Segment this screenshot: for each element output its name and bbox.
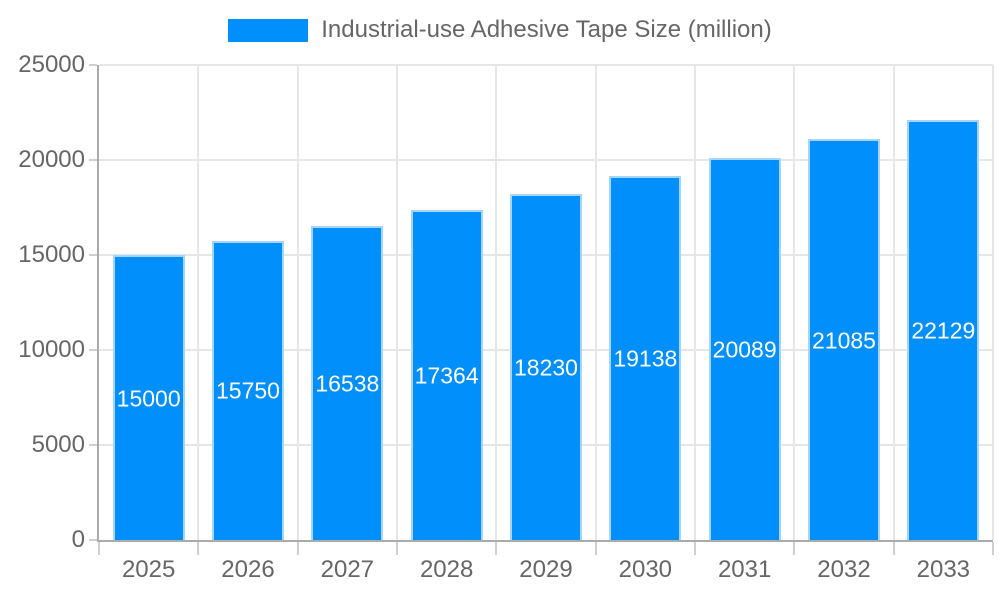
x-tick-mark bbox=[892, 542, 895, 555]
bar-value-label: 15000 bbox=[116, 385, 181, 411]
h-gridline bbox=[99, 159, 993, 161]
chart-legend: Industrial-use Adhesive Tape Size (milli… bbox=[0, 16, 1000, 44]
bar-2028[interactable]: 17364 bbox=[410, 210, 483, 540]
bar-2027[interactable]: 16538 bbox=[311, 225, 384, 540]
y-tick-label: 10000 bbox=[18, 336, 85, 363]
y-tick-mark bbox=[89, 444, 97, 446]
y-tick-mark bbox=[89, 349, 97, 351]
bar-value-label: 16538 bbox=[315, 370, 380, 397]
x-tick-label: 2031 bbox=[717, 556, 772, 583]
x-tick-mark bbox=[594, 542, 597, 555]
x-tick-label: 2026 bbox=[221, 556, 275, 583]
h-gridline bbox=[99, 64, 993, 66]
y-tick-mark bbox=[89, 254, 97, 256]
bar-value-label: 18230 bbox=[514, 354, 578, 381]
y-tick-label: 5000 bbox=[31, 431, 85, 458]
bar-value-label: 22129 bbox=[911, 317, 976, 344]
bar-2031[interactable]: 20089 bbox=[708, 158, 781, 540]
y-tick-label: 0 bbox=[71, 526, 85, 553]
bar-2030[interactable]: 19138 bbox=[609, 176, 682, 540]
v-gridline bbox=[793, 65, 796, 540]
v-gridline bbox=[992, 65, 994, 540]
v-gridline bbox=[197, 65, 200, 540]
v-gridline bbox=[396, 65, 398, 540]
legend-swatch bbox=[228, 18, 309, 42]
x-tick-mark bbox=[694, 542, 696, 555]
y-tick-mark bbox=[89, 64, 97, 66]
x-tick-mark bbox=[495, 542, 498, 555]
x-tick-label: 2029 bbox=[519, 556, 573, 583]
legend-label: Industrial-use Adhesive Tape Size (milli… bbox=[321, 16, 772, 43]
plot-area: 0 5000 10000 15000 20000 25000 2025 15000 2026 15… bbox=[18, 51, 994, 583]
x-tick-mark bbox=[992, 542, 994, 555]
v-gridline bbox=[694, 65, 696, 540]
y-tick-label: 15000 bbox=[18, 241, 85, 268]
bar-value-label: 17364 bbox=[414, 362, 479, 389]
x-tick-label: 2028 bbox=[419, 556, 474, 583]
v-gridline bbox=[892, 65, 895, 540]
v-gridline bbox=[594, 65, 597, 540]
x-tick-mark bbox=[793, 542, 796, 555]
bar-value-label: 15750 bbox=[216, 377, 280, 404]
bar-2026[interactable]: 15750 bbox=[212, 240, 284, 540]
x-tick-mark bbox=[98, 542, 100, 555]
x-tick-label: 2032 bbox=[817, 556, 871, 583]
y-tick-mark bbox=[89, 539, 97, 541]
bar-value-label: 20089 bbox=[712, 336, 777, 363]
x-tick-label: 2033 bbox=[916, 556, 971, 583]
x-tick-mark bbox=[296, 542, 299, 555]
bar-2029[interactable]: 18230 bbox=[510, 193, 582, 540]
v-gridline bbox=[296, 65, 299, 540]
y-tick-mark bbox=[89, 159, 97, 161]
legend-item[interactable]: Industrial-use Adhesive Tape Size (milli… bbox=[228, 16, 772, 44]
x-tick-mark bbox=[396, 542, 398, 555]
x-tick-label: 2030 bbox=[618, 556, 673, 583]
x-tick-label: 2027 bbox=[320, 556, 375, 583]
v-gridline bbox=[495, 65, 498, 540]
bar-value-label: 19138 bbox=[613, 345, 678, 372]
x-tick-label: 2025 bbox=[121, 556, 176, 583]
bar-value-label: 21085 bbox=[812, 327, 876, 354]
y-tick-label: 25000 bbox=[18, 51, 85, 78]
bar-2033[interactable]: 22129 bbox=[907, 119, 980, 540]
bar-2032[interactable]: 21085 bbox=[808, 139, 880, 540]
y-tick-label: 20000 bbox=[18, 146, 85, 173]
bar-2025[interactable]: 15000 bbox=[112, 255, 185, 540]
x-tick-mark bbox=[197, 542, 200, 555]
